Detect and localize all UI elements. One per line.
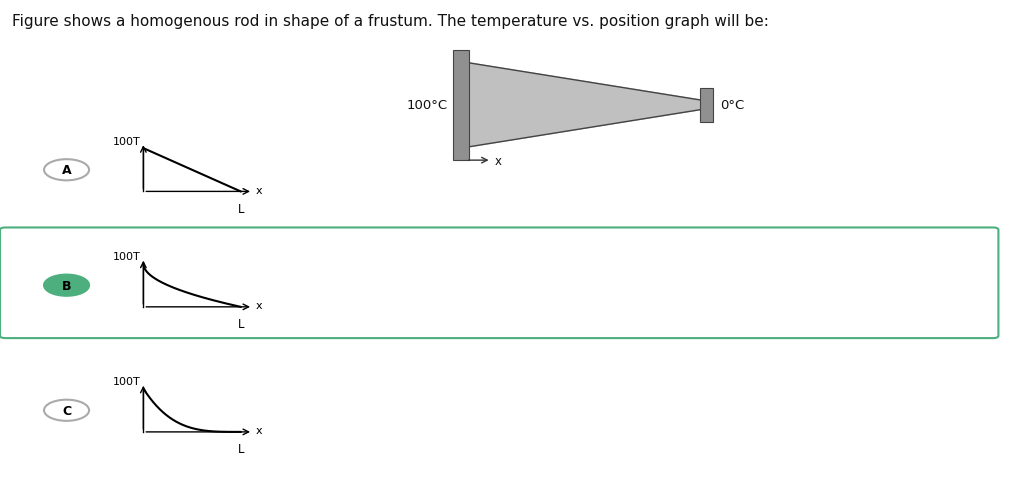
Text: 100T: 100T <box>113 376 140 386</box>
Text: 100T: 100T <box>113 252 140 262</box>
Text: L: L <box>238 318 244 331</box>
Text: Figure shows a homogenous rod in shape of a frustum. The temperature vs. positio: Figure shows a homogenous rod in shape o… <box>12 14 769 29</box>
Text: x: x <box>256 186 262 195</box>
Text: x: x <box>495 154 502 168</box>
Bar <box>453 50 469 161</box>
Text: 100T: 100T <box>113 136 140 146</box>
Circle shape <box>44 275 89 296</box>
Text: L: L <box>238 203 244 216</box>
Text: C: C <box>62 404 71 417</box>
Text: B: B <box>61 279 72 292</box>
Text: 0°C: 0°C <box>720 99 744 112</box>
Polygon shape <box>461 62 707 149</box>
Text: x: x <box>256 426 262 435</box>
FancyBboxPatch shape <box>0 228 998 338</box>
Circle shape <box>44 400 89 421</box>
Text: A: A <box>61 164 72 177</box>
Bar <box>700 89 713 122</box>
Circle shape <box>44 160 89 181</box>
Text: L: L <box>238 443 244 456</box>
Text: 100°C: 100°C <box>407 99 447 112</box>
Text: x: x <box>256 301 262 311</box>
